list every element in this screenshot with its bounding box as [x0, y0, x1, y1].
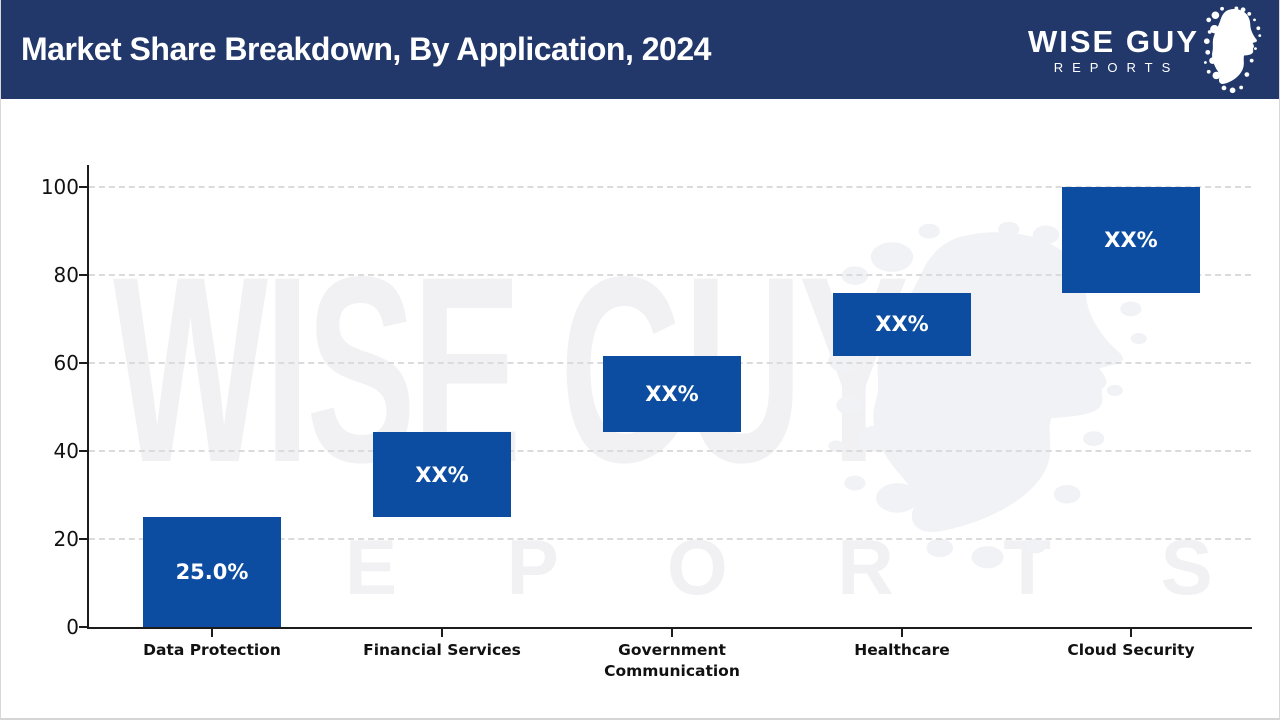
x-tick-government-communication: [671, 629, 673, 637]
gridline-40: [89, 450, 1251, 452]
bar-government-communication: XX%: [603, 355, 741, 433]
bar-value-label-government-communication: XX%: [645, 382, 699, 406]
y-tick-label-0: 0: [66, 615, 79, 639]
bar-data-protection: 25.0%: [143, 517, 281, 627]
y-tick-label-60: 60: [53, 351, 79, 375]
y-tick-20: [79, 538, 87, 540]
bar-cloud-security: XX%: [1062, 187, 1200, 294]
logo-subtitle: REPORTS: [1053, 59, 1180, 75]
x-axis-label-data-protection: Data Protection: [143, 641, 281, 659]
x-axis: [87, 627, 1252, 629]
page-title: Market Share Breakdown, By Application, …: [21, 31, 711, 67]
bar-value-label-healthcare: XX%: [875, 312, 929, 337]
gridline-100: [89, 186, 1251, 188]
x-axis-label-cloud-security: Cloud Security: [1067, 641, 1195, 659]
y-tick-60: [79, 362, 87, 364]
x-axis-label-healthcare: Healthcare: [854, 641, 950, 659]
y-tick-40: [79, 450, 87, 452]
y-tick-label-100: 100: [40, 175, 79, 199]
y-axis: [87, 165, 89, 629]
bar-healthcare: XX%: [833, 293, 971, 356]
y-tick-label-40: 40: [53, 439, 79, 463]
x-axis-label-financial-services: Financial Services: [363, 641, 521, 659]
x-axis-label-government-communication: Government Communication: [604, 641, 740, 681]
header: Market Share Breakdown, By Application, …: [1, 0, 1279, 99]
x-tick-financial-services: [441, 629, 443, 637]
bar-value-label-data-protection: 25.0%: [175, 560, 249, 584]
bar-financial-services: XX%: [373, 432, 511, 517]
y-tick-100: [79, 186, 87, 188]
x-tick-healthcare: [901, 629, 903, 637]
y-tick-0: [79, 626, 87, 628]
logo-text: WISE GUY REPORTS: [1028, 26, 1199, 74]
y-tick-label-80: 80: [53, 263, 79, 287]
y-tick-80: [79, 274, 87, 276]
wiseguy-logo: WISE GUY REPORTS: [1028, 5, 1265, 94]
gridline-80: [89, 274, 1251, 276]
logo-wordmark: WISE GUY: [1027, 23, 1199, 59]
bar-value-label-cloud-security: XX%: [1104, 228, 1158, 253]
bar-value-label-financial-services: XX%: [415, 462, 469, 487]
x-tick-cloud-security: [1130, 629, 1132, 637]
y-tick-label-20: 20: [53, 527, 79, 551]
x-tick-data-protection: [211, 629, 213, 637]
gridline-20: [89, 538, 1251, 540]
